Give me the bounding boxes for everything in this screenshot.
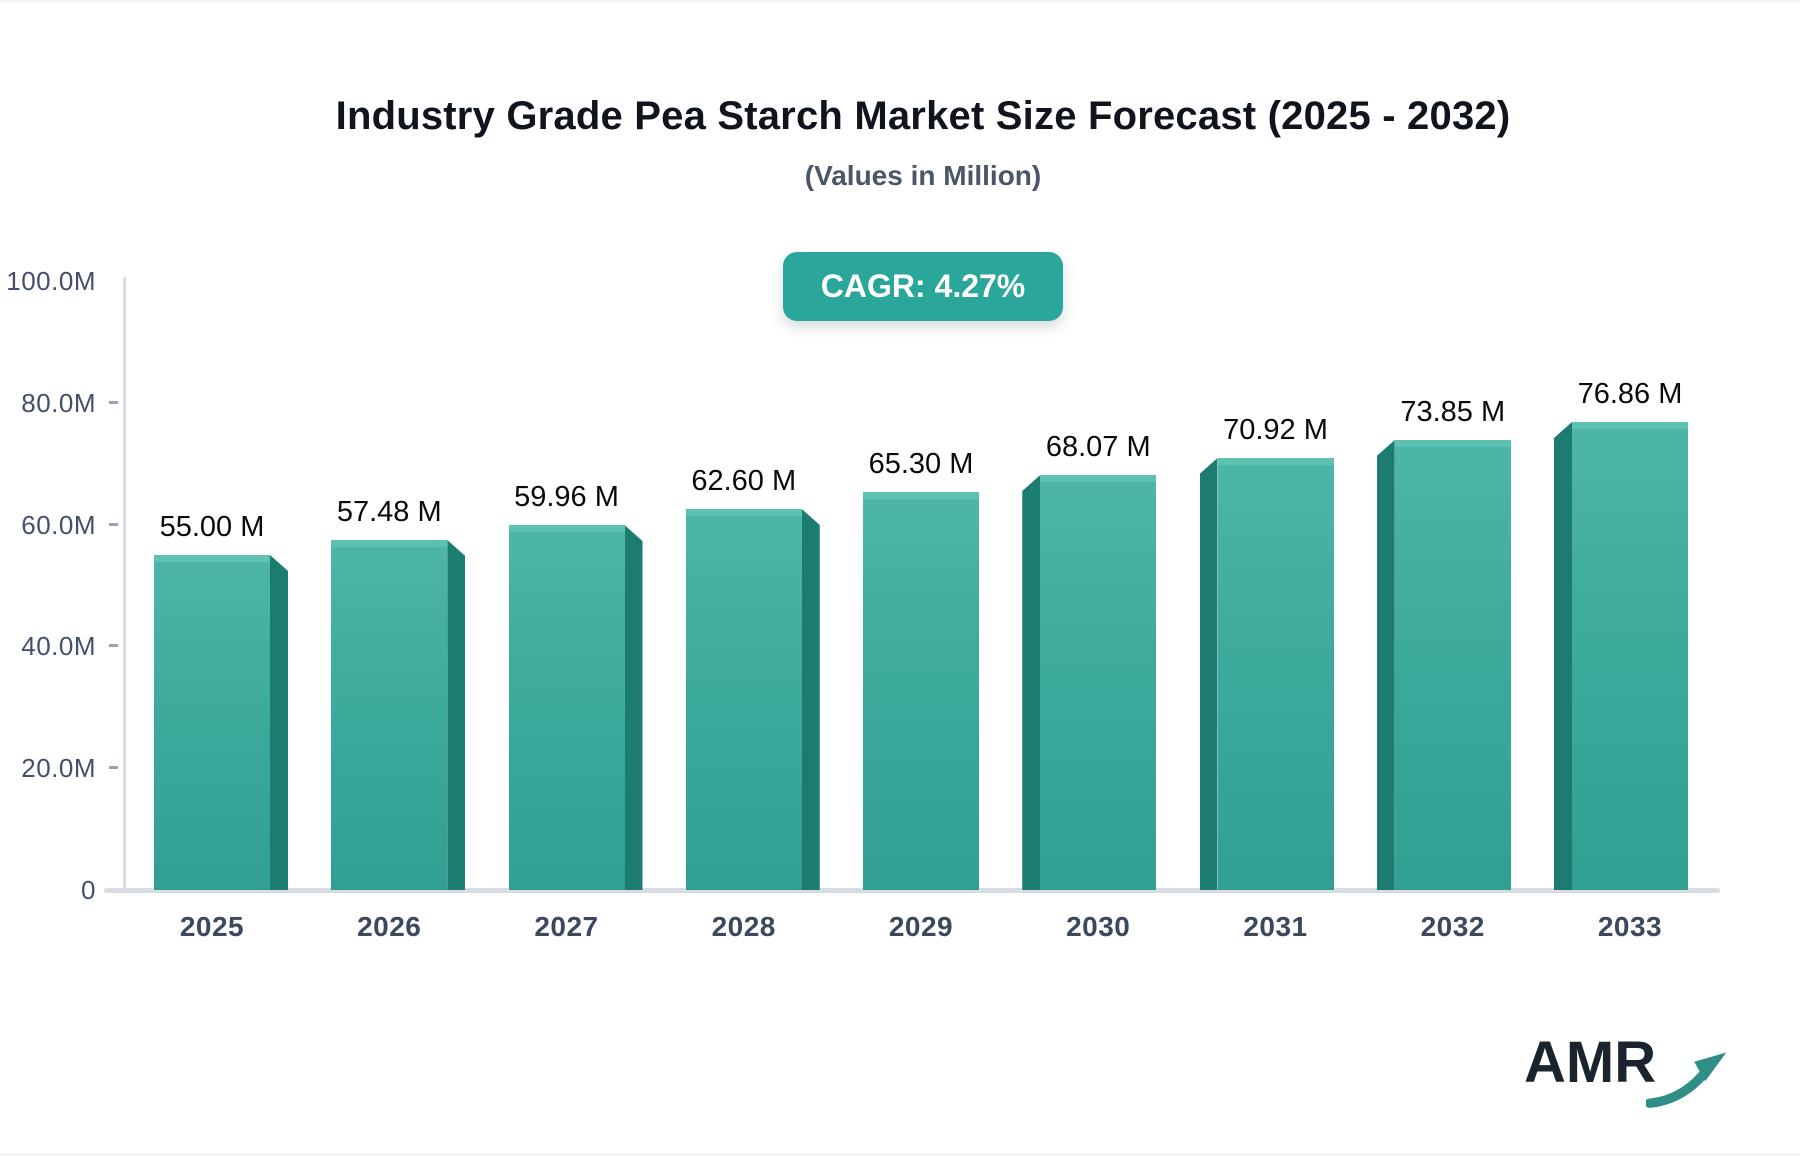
bar-front-face (1394, 440, 1511, 890)
y-axis-tick-label: 40.0M (21, 631, 96, 662)
amr-logo-text: AMR (1524, 1030, 1657, 1095)
bar-side-face (1022, 475, 1041, 890)
bottom-edge-strip (0, 1153, 1800, 1156)
top-edge-strip (0, 0, 1800, 3)
bar-top-face (1394, 440, 1511, 447)
x-axis-label: 2029 (888, 911, 954, 942)
bar-value-label: 73.85 M (1400, 396, 1506, 428)
bar-side-face (447, 540, 466, 890)
bar-value-label: 76.86 M (1577, 378, 1683, 410)
chart-title: Industry Grade Pea Starch Market Size Fo… (335, 94, 1511, 138)
x-axis-label: 2031 (1243, 911, 1308, 942)
x-axis-label: 2028 (711, 911, 776, 942)
bar-front-face (863, 492, 979, 890)
y-axis-line (123, 277, 126, 893)
bar-top-face (1217, 458, 1334, 465)
bar-2027 (508, 525, 643, 890)
cagr-badge-row: CAGR: 4.27% (126, 252, 1720, 321)
bar-value-label: 57.48 M (336, 496, 442, 528)
bar-value-label: 55.00 M (159, 511, 265, 543)
bar-side-face (624, 525, 643, 890)
x-axis-baseline (104, 888, 1720, 893)
bar-front-face (685, 509, 802, 890)
bar-2030 (1022, 475, 1157, 890)
bar-top-face (685, 509, 802, 516)
bar-2025 (154, 555, 288, 890)
x-axis-label: 2032 (1420, 911, 1485, 942)
bar-side-face (1199, 458, 1218, 890)
bar-2031 (1199, 458, 1334, 890)
bar-side-face (1376, 440, 1395, 890)
y-axis-tick-mark (109, 766, 118, 770)
x-axis-label: 2027 (534, 911, 599, 942)
x-axis-label: 2030 (1066, 911, 1131, 942)
bar-value-label: 65.30 M (868, 448, 974, 480)
bar-value-label: 70.92 M (1223, 414, 1328, 446)
y-axis-tick-label: 100.0M (6, 266, 96, 296)
growth-arrow-icon (1646, 1052, 1727, 1108)
bar-side-face (1554, 422, 1572, 890)
bar-2029 (863, 492, 979, 890)
bar-front-face (1217, 458, 1334, 890)
bar-top-face (1572, 422, 1688, 429)
bar-front-face (508, 525, 625, 890)
bar-top-face (331, 540, 448, 547)
bar-value-label: 59.96 M (514, 481, 619, 513)
bar-front-face (1040, 475, 1157, 890)
x-axis-label: 2026 (357, 911, 422, 942)
bar-front-face (154, 555, 270, 890)
bar-2026 (331, 540, 466, 890)
bar-side-face (801, 509, 820, 890)
bar-top-face (508, 525, 625, 532)
y-axis-tick-label: 60.0M (21, 509, 96, 540)
chart-subtitle: (Values in Million) (804, 160, 1042, 191)
plot-area: 0 20.0M 40.0M 60.0M 80.0M 100.0M 55.00 M 2025 5… (6, 266, 1720, 942)
bar-2033 (1554, 422, 1688, 890)
bar-value-label: 68.07 M (1045, 431, 1151, 463)
bar-2032 (1376, 440, 1511, 890)
bar-front-face (1572, 422, 1688, 890)
bar-side-face (270, 555, 288, 890)
y-axis-tick-label: 80.0M (21, 387, 96, 418)
amr-logo: AMR (1524, 1032, 1734, 1122)
y-axis-tick-label: 20.0M (21, 753, 96, 784)
bar-top-face (154, 555, 270, 562)
bar-top-face (863, 492, 979, 499)
x-axis-label: 2025 (179, 911, 245, 942)
x-axis-label: 2033 (1597, 911, 1663, 942)
y-axis-tick-mark (109, 522, 118, 526)
bar-2028 (685, 509, 820, 890)
cagr-badge: CAGR: 4.27% (782, 252, 1064, 321)
bar-top-face (1040, 475, 1157, 482)
bar-value-label: 62.60 M (691, 465, 797, 497)
y-axis-tick-label: 0 (81, 875, 96, 905)
y-axis-tick-mark (109, 644, 118, 648)
y-axis-tick-mark (109, 400, 118, 404)
bar-front-face (331, 540, 448, 890)
